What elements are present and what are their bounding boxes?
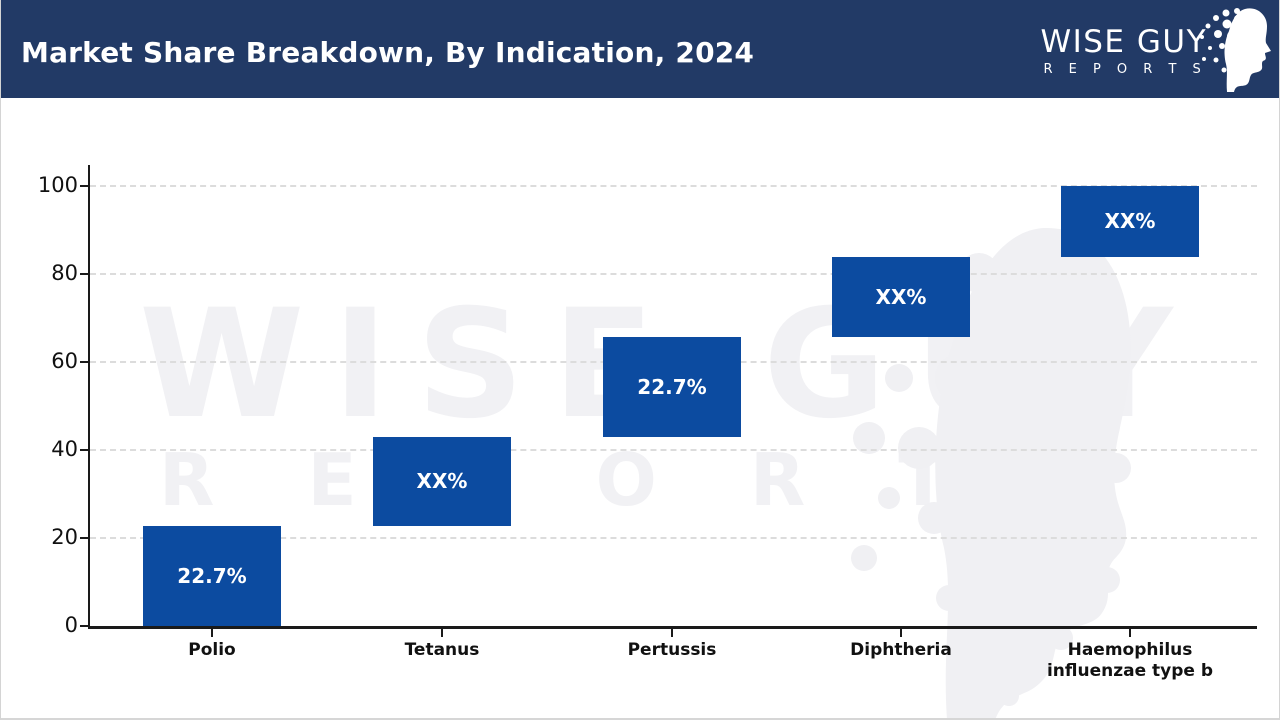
y-tick-60: [80, 361, 88, 363]
y-tick-label-40: 40: [51, 437, 78, 461]
bar-haemophilus: XX%: [1061, 186, 1199, 257]
bar-tetanus: XX%: [373, 436, 511, 527]
gridline-80: [90, 273, 1257, 275]
gridline-40: [90, 449, 1257, 451]
y-tick-40: [80, 449, 88, 451]
y-tick-label-80: 80: [51, 261, 78, 285]
x-tick-3: [900, 629, 902, 637]
page-title: Market Share Breakdown, By Indication, 2…: [21, 36, 755, 69]
gridline-20: [90, 537, 1257, 539]
bar-value-label: XX%: [1104, 209, 1156, 234]
x-tick-label-2: Pertussis: [627, 640, 717, 660]
x-axis-line: [88, 626, 1257, 629]
y-tick-20: [80, 537, 88, 539]
y-axis-line: [88, 165, 90, 629]
y-tick-80: [80, 273, 88, 275]
bar-diphtheria: XX%: [832, 256, 970, 337]
x-tick-4: [1129, 629, 1131, 637]
bar-value-label: 22.7%: [637, 374, 707, 399]
brand-name: WISE GUY: [1040, 24, 1207, 60]
bar-value-label: XX%: [416, 469, 468, 494]
y-tick-label-20: 20: [51, 525, 78, 549]
y-tick-label-0: 0: [64, 613, 78, 637]
x-tick-label-3: Diphtheria: [850, 640, 952, 660]
x-tick-label-4: Haemophilus influenzae type b: [1046, 640, 1214, 682]
y-tick-0: [80, 625, 88, 627]
x-tick-1: [441, 629, 443, 637]
y-tick-label-60: 60: [51, 349, 78, 373]
x-tick-0: [211, 629, 213, 637]
x-tick-2: [671, 629, 673, 637]
brand-logo: WISE GUY R E P O R T S: [1040, 4, 1273, 92]
x-tick-label-1: Tetanus: [404, 640, 480, 660]
bar-value-label: 22.7%: [177, 564, 247, 589]
bar-value-label: XX%: [875, 284, 927, 309]
bar-pertussis: 22.7%: [603, 336, 741, 437]
x-tick-label-0: Polio: [188, 640, 236, 660]
y-tick-100: [80, 185, 88, 187]
header-bar: Market Share Breakdown, By Indication, 2…: [1, 0, 1279, 98]
gridline-100: [90, 185, 1257, 187]
bar-polio: 22.7%: [143, 526, 281, 626]
brand-text: WISE GUY R E P O R T S: [1040, 26, 1207, 77]
y-tick-label-100: 100: [37, 173, 78, 197]
brand-tagline: R E P O R T S: [1043, 61, 1207, 77]
brand-face-icon: [1200, 8, 1271, 92]
